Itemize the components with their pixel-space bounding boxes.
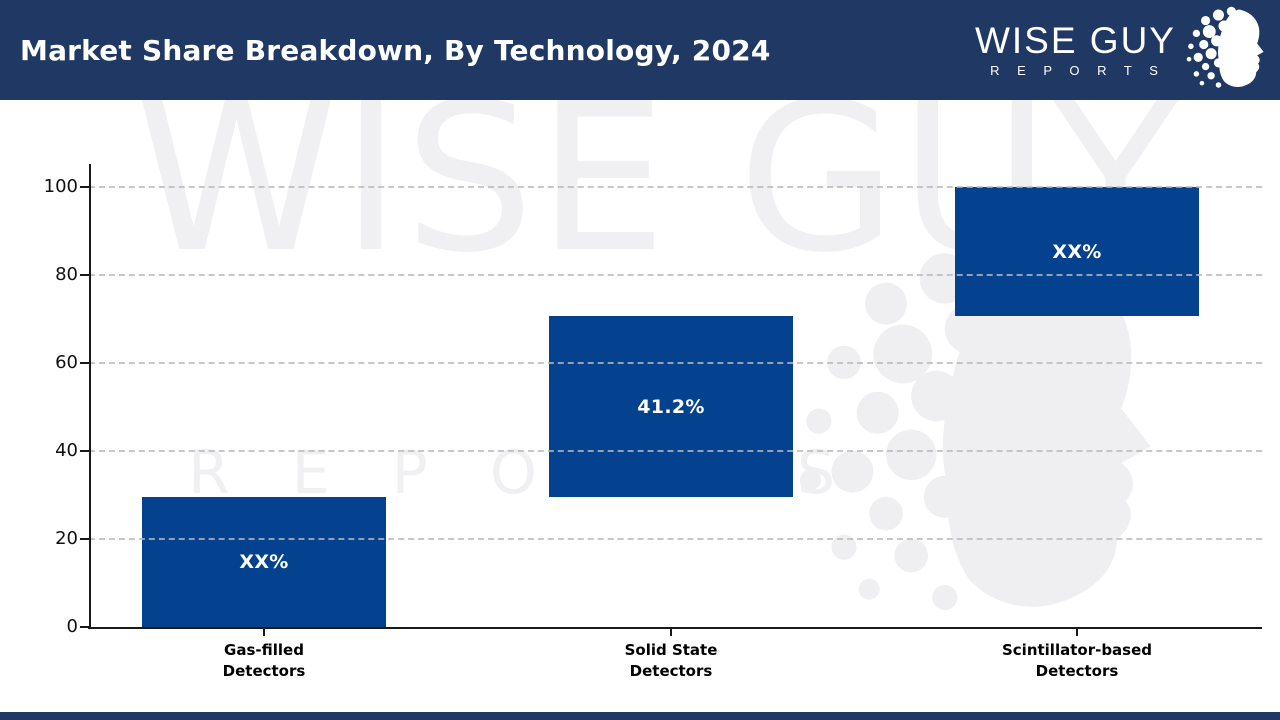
logo-subtitle: R E P O R T S: [990, 63, 1165, 78]
bar-value-label: XX%: [239, 551, 289, 574]
y-axis-line: [89, 164, 91, 630]
chart-area: WISE GUY REPORTS 0 20 40 60 80 100 XX% 41.2% XX%…: [0, 60, 1280, 712]
ytick-mark-0: [80, 626, 89, 629]
ytick-mark-60: [80, 362, 89, 365]
logo-wordmark: WISE GUY: [974, 20, 1176, 61]
brand-logo: WISE GUY R E P O R T S: [975, 3, 1270, 97]
ytick-mark-40: [80, 450, 89, 453]
category-label-3: Scintillator-based Detectors: [917, 640, 1237, 682]
category-label-line: Detectors: [222, 662, 306, 681]
bar-value-label: 41.2%: [637, 395, 705, 418]
category-label-line: Detectors: [1035, 662, 1119, 681]
bar-2: 41.2%: [549, 316, 793, 498]
category-label-line: Solid State: [624, 641, 718, 660]
category-label-1: Gas-filled Detectors: [104, 640, 424, 682]
xtick-mark-1: [263, 627, 265, 637]
xtick-mark-3: [1076, 627, 1078, 637]
gridline-y80: [89, 274, 1262, 277]
x-axis-line: [88, 627, 1262, 630]
category-label-line: Detectors: [629, 662, 713, 681]
ytick-label-60: 60: [55, 352, 78, 374]
category-label-2: Solid State Detectors: [511, 640, 831, 682]
ytick-label-100: 100: [43, 176, 78, 198]
bar-3: XX%: [955, 187, 1199, 317]
dotted-head-icon: [1186, 6, 1264, 88]
category-label-line: Scintillator-based: [1001, 641, 1153, 660]
ytick-label-80: 80: [55, 264, 78, 286]
logo-text: WISE GUY R E P O R T S: [975, 22, 1176, 78]
gridline-y20: [89, 538, 1262, 541]
ytick-label-20: 20: [55, 528, 78, 550]
ytick-mark-80: [80, 274, 89, 277]
xtick-mark-2: [670, 627, 672, 637]
ytick-mark-100: [80, 186, 89, 189]
ytick-label-0: 0: [66, 616, 78, 638]
category-label-line: Gas-filled: [224, 641, 304, 660]
ytick-label-40: 40: [55, 440, 78, 462]
gridline-y40: [89, 450, 1262, 453]
gridline-y60: [89, 362, 1262, 365]
footer-bar: [0, 712, 1280, 720]
gridline-y100: [89, 186, 1262, 189]
bar-1: XX%: [142, 497, 386, 628]
bar-value-label: XX%: [1052, 240, 1102, 263]
ytick-mark-20: [80, 538, 89, 541]
chart-title: Market Share Breakdown, By Technology, 2…: [20, 33, 771, 67]
header-bar: Market Share Breakdown, By Technology, 2…: [0, 0, 1280, 100]
